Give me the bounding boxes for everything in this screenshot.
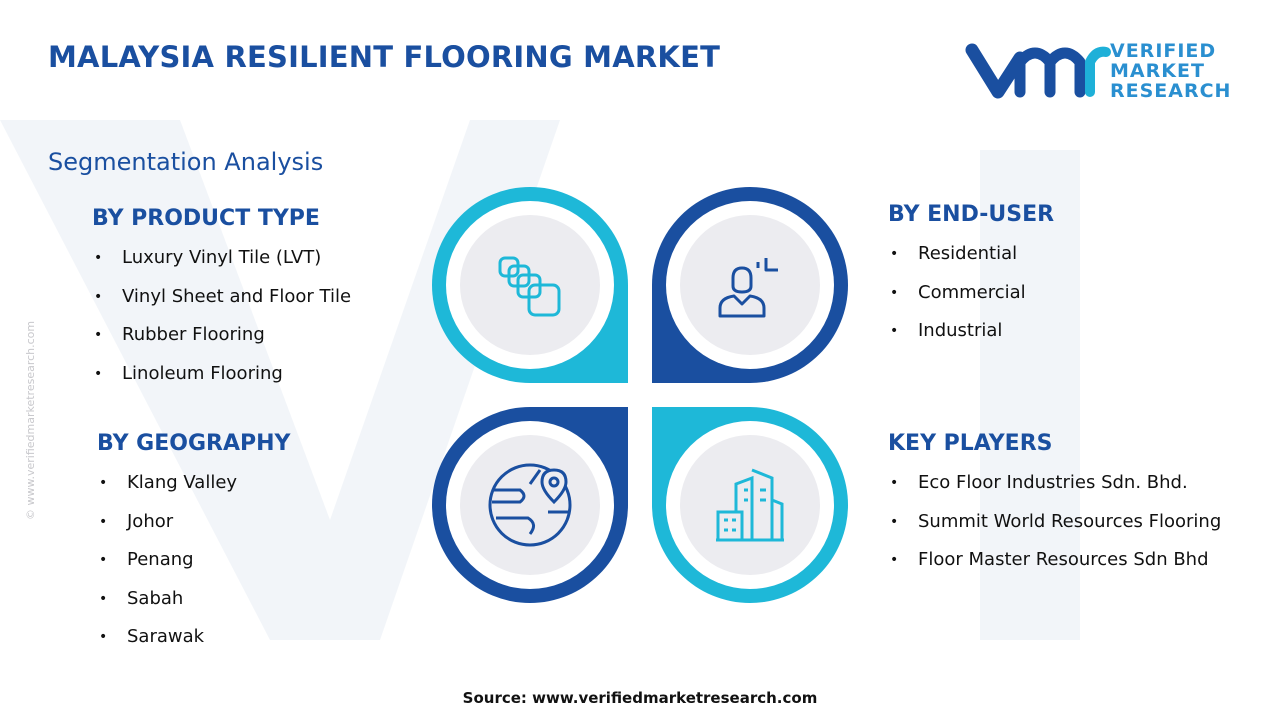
user-icon xyxy=(718,258,778,318)
segment-section: KEY PLAYERS Eco Floor Industries Sdn. Bhd… xyxy=(888,431,1253,580)
segment-item: Penang xyxy=(97,541,437,580)
segment-item: Residential xyxy=(888,235,1248,274)
segment-item: Eco Floor Industries Sdn. Bhd. xyxy=(888,464,1228,503)
section-heading: KEY PLAYERS xyxy=(888,431,1053,456)
segment-item: Klang Valley xyxy=(97,464,437,503)
segment-item: Johor xyxy=(97,503,437,542)
segment-item: Floor Master Resources Sdn Bhd xyxy=(888,541,1228,580)
side-watermark: © www.verifiedmarketresearch.com xyxy=(24,320,37,520)
segment-item: Industrial xyxy=(888,312,1248,351)
segment-item: Summit World Resources Flooring xyxy=(888,503,1228,542)
section-heading: BY END-USER xyxy=(888,202,1055,227)
segment-item: Rubber Flooring xyxy=(92,316,432,355)
segment-section: BY PRODUCT TYPE Luxury Vinyl Tile (LVT)Vi… xyxy=(92,206,432,393)
subtitle: Segmentation Analysis xyxy=(48,148,324,176)
segment-item: Linoleum Flooring xyxy=(92,355,432,394)
title: MALAYSIA RESILIENT FLOORING MARKET xyxy=(48,40,721,74)
logo-mark xyxy=(965,43,1111,99)
segment-item: Sabah xyxy=(97,580,437,619)
segment-list: Luxury Vinyl Tile (LVT)Vinyl Sheet and F… xyxy=(92,239,432,393)
building-icon xyxy=(716,468,784,542)
segment-section: BY END-USER ResidentialCommercialIndustri… xyxy=(888,202,1248,351)
segment-item: Sarawak xyxy=(97,618,437,657)
logo-text: VERIFIED xyxy=(1110,40,1217,62)
segment-item: Commercial xyxy=(888,274,1248,313)
logo-text: RESEARCH xyxy=(1110,80,1232,102)
segment-graphic xyxy=(432,187,848,603)
section-heading: BY PRODUCT TYPE xyxy=(92,206,320,231)
segment-item: Vinyl Sheet and Floor Tile xyxy=(92,278,432,317)
segment-list: Klang ValleyJohorPenangSabahSarawak xyxy=(97,464,437,657)
segment-list: ResidentialCommercialIndustrial xyxy=(888,235,1248,351)
tile-icon xyxy=(498,256,561,317)
globe-icon xyxy=(488,463,572,547)
source: Source: www.verifiedmarketresearch.com xyxy=(462,689,818,707)
segment-section: BY GEOGRAPHY Klang ValleyJohorPenangSabah… xyxy=(97,431,437,657)
section-heading: BY GEOGRAPHY xyxy=(97,431,291,456)
segment-list: Eco Floor Industries Sdn. Bhd.Summit Wor… xyxy=(888,464,1253,580)
segment-item: Luxury Vinyl Tile (LVT) xyxy=(92,239,432,278)
logo-text: MARKET xyxy=(1110,60,1205,82)
